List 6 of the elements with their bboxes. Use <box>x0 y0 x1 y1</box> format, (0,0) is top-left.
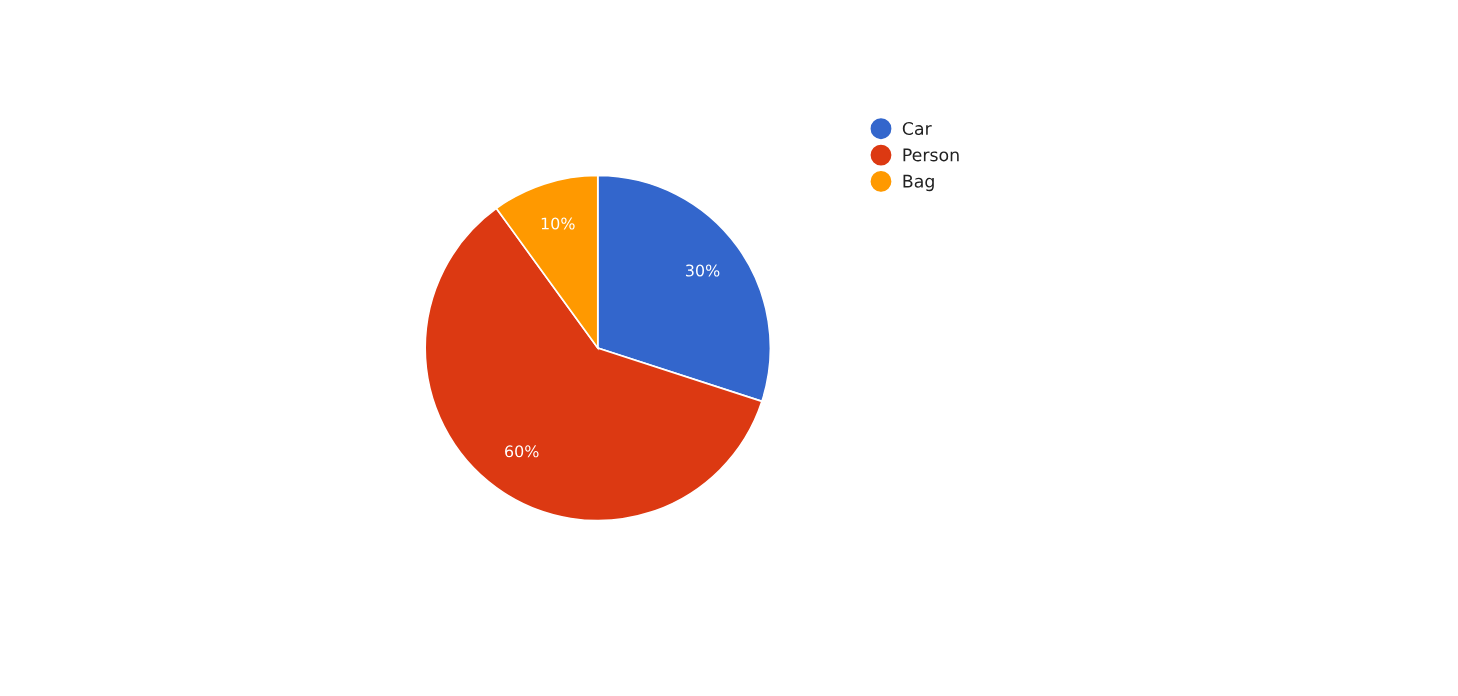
data-label: 30% <box>685 264 720 277</box>
data-label: 10% <box>541 217 575 230</box>
legend-label: Person <box>903 148 959 162</box>
data-label: 60% <box>505 445 539 458</box>
legend-label: Car <box>902 121 932 136</box>
legend-label: Bag <box>903 174 934 192</box>
